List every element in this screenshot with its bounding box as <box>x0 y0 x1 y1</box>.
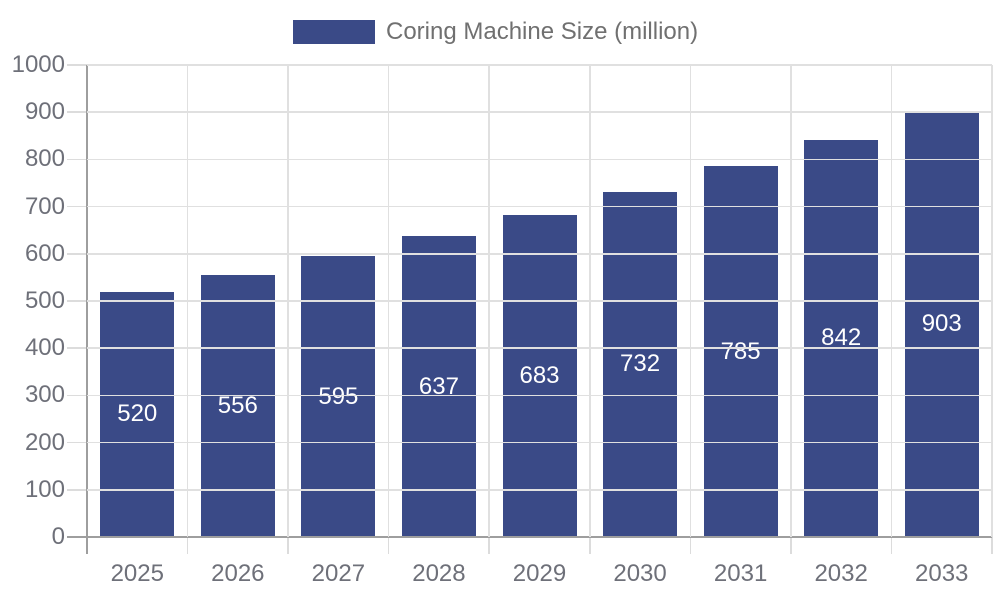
bar[interactable]: 595 <box>301 256 376 537</box>
x-axis-tick <box>287 537 289 554</box>
y-axis-line <box>85 65 89 554</box>
y-axis-tick <box>67 205 87 208</box>
y-axis-tick <box>67 489 87 491</box>
gridline-vertical <box>186 65 189 537</box>
bar[interactable]: 903 <box>904 110 979 537</box>
y-axis-tick <box>67 394 87 397</box>
bar-value-label: 637 <box>418 372 459 400</box>
plot-border-top <box>87 64 992 66</box>
gridline-horizontal <box>87 394 992 397</box>
y-axis-tick <box>67 253 87 255</box>
x-axis-tick-label: 2028 <box>412 560 466 587</box>
y-axis-tick-label: 300 <box>24 381 65 409</box>
x-axis-tick <box>488 537 490 554</box>
chart-legend[interactable]: Coring Machine Size (million) <box>293 17 698 47</box>
bar[interactable]: 520 <box>100 291 175 537</box>
x-axis-tick-label: 2033 <box>915 560 969 587</box>
gridline-vertical <box>287 65 289 537</box>
bar-value-label: 520 <box>117 400 158 428</box>
bar[interactable]: 556 <box>200 274 275 537</box>
y-axis-tick-label: 700 <box>24 192 65 220</box>
x-axis-tick-label: 2029 <box>512 560 567 587</box>
gridline-horizontal <box>87 111 992 113</box>
gridline-horizontal <box>87 253 992 255</box>
y-axis-tick-label: 500 <box>24 287 65 314</box>
x-axis-tick <box>689 537 692 554</box>
x-axis-tick <box>890 537 893 554</box>
x-axis-line <box>67 535 992 539</box>
bar[interactable]: 683 <box>502 214 577 537</box>
y-axis-tick-label: 0 <box>51 523 65 550</box>
bar-value-label: 842 <box>821 324 862 352</box>
x-axis-tick-label: 2032 <box>814 560 868 587</box>
bar[interactable]: 842 <box>804 139 879 537</box>
y-axis-tick-label: 600 <box>24 239 65 267</box>
gridline-horizontal <box>87 158 992 161</box>
x-axis-tick-label: 2025 <box>110 560 164 587</box>
gridline-horizontal <box>87 347 992 349</box>
y-axis-tick-label: 100 <box>24 475 65 503</box>
y-axis-tick-label: 800 <box>24 145 65 173</box>
gridline-vertical <box>790 65 792 537</box>
x-axis-tick-label: 2031 <box>713 560 768 587</box>
x-axis-tick-label: 2030 <box>613 560 667 587</box>
y-axis-tick-label: 900 <box>24 98 65 126</box>
bar-value-label: 556 <box>217 391 258 419</box>
gridline-vertical <box>387 65 390 537</box>
y-axis-tick <box>67 158 87 161</box>
bar-value-label: 785 <box>720 337 761 365</box>
x-axis-tick <box>991 537 993 554</box>
gridline-vertical <box>890 65 893 537</box>
gridline-horizontal <box>87 205 992 208</box>
bar-value-label: 732 <box>620 350 661 378</box>
bar-value-label: 903 <box>921 309 962 337</box>
x-axis-tick <box>186 537 189 554</box>
bar[interactable]: 732 <box>603 191 678 537</box>
y-axis-tick-label: 400 <box>24 334 65 362</box>
gridline-vertical <box>689 65 692 537</box>
gridline-horizontal <box>87 300 992 302</box>
bar-value-label: 683 <box>519 361 560 389</box>
gridline-vertical <box>589 65 591 537</box>
y-axis-tick <box>67 347 87 349</box>
x-axis-tick-label: 2026 <box>211 560 265 587</box>
legend-swatch <box>293 20 375 44</box>
y-axis-tick <box>67 111 87 113</box>
plot-border-right <box>991 65 993 537</box>
gridline-vertical <box>488 65 490 537</box>
x-axis-tick <box>790 537 792 554</box>
bar-value-label: 595 <box>318 382 359 410</box>
gridline-horizontal <box>87 441 992 444</box>
legend-label: Coring Machine Size (million) <box>386 18 699 45</box>
x-axis-tick-label: 2027 <box>311 560 366 587</box>
y-axis-tick-label: 200 <box>24 428 65 456</box>
gridline-horizontal <box>87 489 992 491</box>
bar[interactable]: 785 <box>703 166 778 537</box>
y-axis-tick <box>67 441 87 444</box>
x-axis-tick <box>387 537 390 554</box>
y-axis-tick <box>67 300 87 302</box>
y-axis-tick-label: 1000 <box>11 51 65 78</box>
y-axis-tick <box>67 64 87 66</box>
bar[interactable]: 637 <box>401 236 476 537</box>
x-axis-tick <box>589 537 591 554</box>
